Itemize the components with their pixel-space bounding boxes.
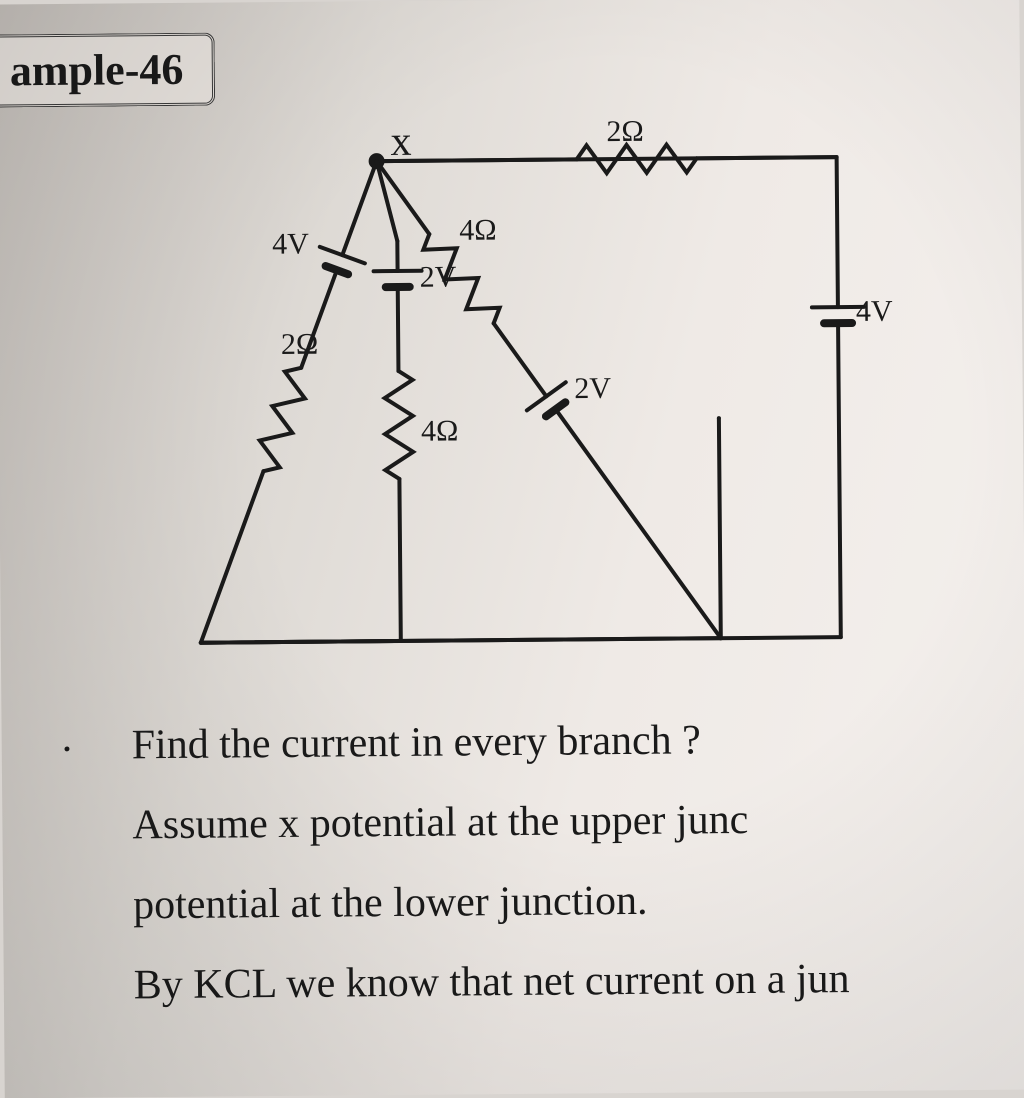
solution-line-3: potential at the lower junction. (133, 866, 1024, 939)
svg-text:2V: 2V (574, 372, 611, 405)
svg-text:4V: 4V (856, 295, 893, 328)
page-surface: ample-46 . x2Ω4V4V2Ω4Ω2V2V4Ω Find the cu… (0, 0, 1024, 1098)
svg-text:2Ω: 2Ω (606, 117, 644, 149)
svg-text:2V: 2V (419, 260, 456, 293)
svg-text:4V: 4V (272, 227, 309, 260)
example-heading: ample-46 (0, 33, 215, 108)
svg-text:x: x (390, 119, 411, 165)
svg-text:4Ω: 4Ω (421, 414, 459, 447)
svg-text:4Ω: 4Ω (459, 214, 497, 247)
circuit-svg: x2Ω4V4V2Ω4Ω2V2V4Ω (136, 117, 901, 684)
solution-line-4: By KCL we know that net current on a jun (134, 946, 1024, 1019)
circuit-labels: x2Ω4V4V2Ω4Ω2V2V4Ω (271, 117, 894, 449)
circuit-diagram: x2Ω4V4V2Ω4Ω2V2V4Ω (136, 117, 901, 684)
svg-text:2Ω: 2Ω (281, 328, 319, 361)
solution-line-2: Assume x potential at the upper junc (132, 786, 1024, 859)
question-text: Find the current in every branch ? (131, 706, 1024, 779)
heading-text: ample-46 (10, 45, 184, 96)
bullet: . (61, 714, 72, 762)
circuit-wires (197, 143, 867, 643)
